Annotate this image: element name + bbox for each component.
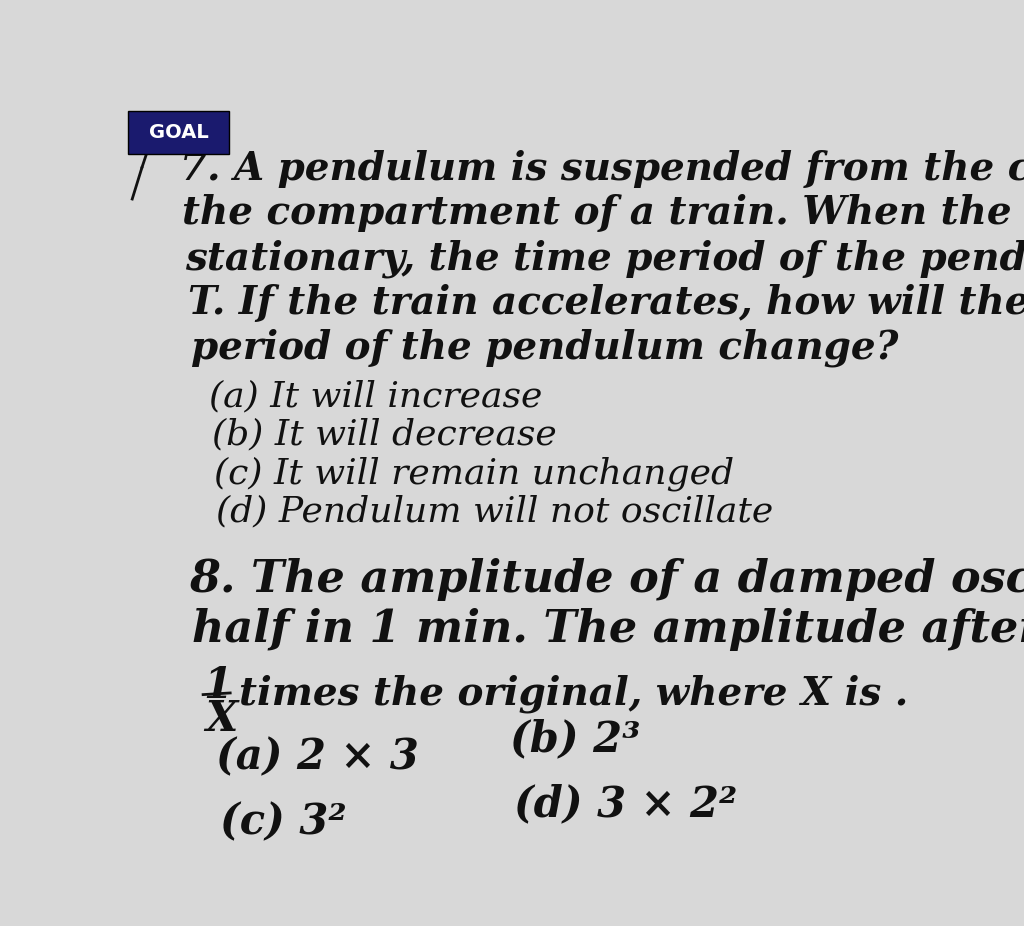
Text: (b) 2³: (b) 2³	[510, 719, 640, 760]
Text: stationary, the time period of the pendulum is: stationary, the time period of the pendu…	[185, 239, 1024, 278]
Text: period of the pendulum change?: period of the pendulum change?	[190, 328, 898, 367]
FancyBboxPatch shape	[128, 111, 228, 155]
Text: X: X	[206, 698, 238, 740]
Text: 8. The amplitude of a damped oscillator becomes: 8. The amplitude of a damped oscillator …	[189, 558, 1024, 601]
Text: (b) It will decrease: (b) It will decrease	[212, 418, 556, 452]
Text: (d) Pendulum will not oscillate: (d) Pendulum will not oscillate	[216, 494, 774, 529]
Text: (c) It will remain unchanged: (c) It will remain unchanged	[214, 457, 734, 491]
Text: T. If the train accelerates, how will the time: T. If the train accelerates, how will th…	[187, 283, 1024, 321]
Text: (c) 3²: (c) 3²	[220, 802, 346, 844]
Text: half in 1 min. The amplitude after 3 min will be: half in 1 min. The amplitude after 3 min…	[193, 608, 1024, 651]
Text: 7. A pendulum is suspended from the ceiling of: 7. A pendulum is suspended from the ceil…	[179, 150, 1024, 188]
Text: the compartment of a train. When the train is: the compartment of a train. When the tra…	[182, 194, 1024, 232]
Text: (a) It will increase: (a) It will increase	[209, 380, 543, 414]
Text: (a) 2 × 3: (a) 2 × 3	[216, 736, 419, 778]
Text: times the original, where X is .: times the original, where X is .	[240, 675, 908, 713]
Text: 1: 1	[204, 665, 232, 707]
Text: (d) 3 × 2²: (d) 3 × 2²	[514, 783, 737, 826]
Text: GOAL: GOAL	[148, 123, 208, 143]
